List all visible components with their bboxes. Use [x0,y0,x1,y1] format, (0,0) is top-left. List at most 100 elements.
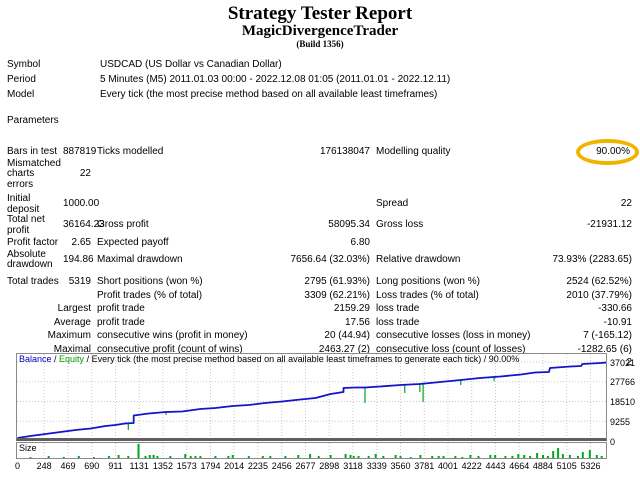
size-bar [47,456,50,458]
stats-cell-value: -1282.65 (6) [577,343,632,355]
size-bar [568,455,571,458]
size-bar [461,457,464,458]
stats-cell-value: 20 (44.94) [324,330,370,341]
chart-header: Balance / Equity / Every tick (the most … [19,354,519,365]
x-axis-label: 3118 [343,461,363,471]
size-bar [437,456,440,458]
size-bar [329,455,332,458]
size-bar [469,455,472,458]
stats-cell-label: Long positions (won %) [376,276,480,287]
stats-cell-label: consecutive profit (count of wins) [97,343,243,355]
stats-cell-value: 7 (-165.12) [583,330,632,341]
size-bar [107,456,110,458]
size-bar [152,455,155,458]
size-bar [511,456,514,458]
stats-cell-label: consecutive wins (profit in money) [97,330,248,341]
size-bar [144,456,147,458]
info-row: Model Every tick (the most precise method… [7,87,627,102]
info-row-label: Model [7,89,35,100]
size-bar [588,450,591,458]
stats-cell-label: loss trade [376,303,420,314]
size-bar [77,456,80,458]
size-bar [352,456,355,458]
info-row-value: USDCAD (US Dollar vs Canadian Dollar) [100,59,282,70]
stats-cell-value: -330.66 [598,303,632,314]
stats-cell-value: 3309 (62.21%) [304,289,370,301]
stats-cell-label: Short positions (won %) [97,276,203,287]
main-chart-svg [17,354,608,439]
size-bar [504,456,507,458]
size-bar [227,456,230,458]
size-bar [117,455,120,458]
stats-cell-value: 90.00% [531,138,639,165]
stats-cell-value: -21931.12 [586,219,632,231]
size-bar [357,456,360,458]
stats-cell-value: 2795 (61.93%) [304,276,370,287]
parameters-label: Parameters [7,115,59,126]
stats-cell-value: 2.65 [71,236,91,248]
stats-cell-label: Total net profit [7,214,45,236]
stats-row: Maximum consecutive wins (profit in money… [7,330,632,344]
size-bar [367,456,370,458]
x-axis-label: 4443 [485,461,506,471]
stats-cell-value: 6.80 [350,236,370,248]
y-axis-label: 27766 [610,377,636,388]
report-title: Strategy Tester Report [227,3,413,24]
size-bar [148,455,151,458]
size-bar [317,456,320,458]
size-bar [542,455,544,458]
size-bar [194,456,197,458]
stats-row: Largest profit trade 2159.29 loss trade -330… [7,303,632,317]
size-bar [561,454,564,458]
y-axis-label: 9255 [610,416,631,427]
x-axis-label: 5105 [556,461,577,471]
x-axis-label: 2677 [295,461,316,471]
size-bar [419,455,422,458]
chart-header-separator2: / [84,354,92,364]
info-row: Symbol USDCAD (US Dollar vs Canadian Doll… [7,57,627,72]
stats-cell-value: 2159.29 [333,303,370,314]
stats-row: Mismatched charts errors 22 [7,158,632,191]
size-label: Size [19,443,37,453]
stats-cell-label: Spread [376,198,409,210]
size-bar [127,456,130,458]
x-axis-label: 2456 [271,461,292,471]
stats-table: Bars in test 887819 Ticks modelled 17613804… [7,138,639,370]
y-axis-label: 18510 [610,397,636,407]
x-axis-label: 690 [84,461,100,471]
size-bar [214,456,217,458]
size-bar [581,452,584,458]
size-bar [137,444,140,458]
stats-cell-value: 73.93% (2283.65) [552,253,632,265]
size-bar [399,456,402,458]
x-axis-label: 1794 [200,461,221,471]
info-section: Symbol USDCAD (US Dollar vs Canadian Doll… [7,57,627,102]
stats-cell-value: 7656.64 (32.03%) [290,253,370,265]
balance-chart: Balance / Equity / Every tick (the most … [15,353,608,472]
x-axis-label: 4001 [437,461,458,471]
stats-cell-value: 17.56 [344,316,370,328]
x-axis-label: 2014 [224,461,245,471]
stats-cell-value: 2463.27 (2) [318,343,370,355]
info-row-label: Symbol [7,59,41,70]
info-row-label: Period [7,74,36,85]
stats-cell-label: Initial deposit [7,193,40,215]
x-axis-label: 1131 [129,461,149,471]
size-bar [494,455,497,458]
stats-cell-value: 22 [620,198,632,210]
stats-cell-label: Relative drawdown [376,253,461,265]
x-axis-label: 1573 [176,461,197,471]
x-axis-label: 5326 [580,461,601,471]
stats-row: Total net profit 36164.23 Gross profit 5809… [7,214,632,236]
balance-line [17,361,608,439]
size-bar [517,454,520,458]
size-bar [374,454,377,458]
size-bar [557,448,560,458]
x-axis-label: 3781 [414,461,435,471]
size-bar [349,455,352,458]
stats-cell-label: Maximal drawdown [97,253,183,265]
stats-cell-label: consecutive loss (count of losses) [376,343,526,355]
stats-cell-label: Total trades [7,276,59,287]
size-bar [269,456,272,458]
